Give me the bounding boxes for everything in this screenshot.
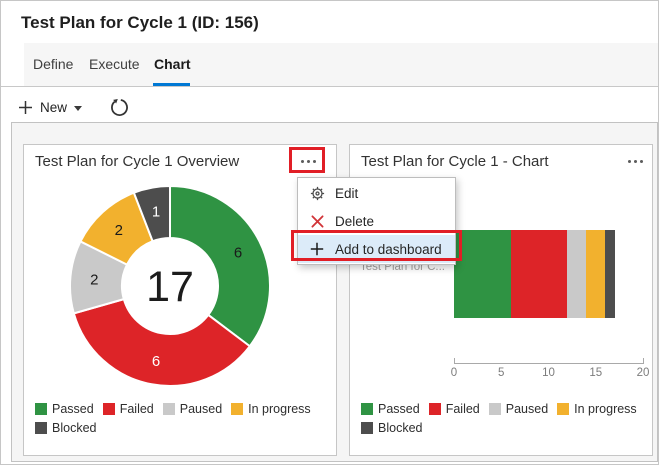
slice-value-label: 6 — [234, 244, 242, 261]
legend-item-blocked: Blocked — [361, 421, 422, 435]
axis-tick — [454, 358, 455, 364]
menu-item-label: Edit — [335, 185, 359, 201]
chart-card-overview: Test Plan for Cycle 1 Overview 6 6 2 2 1 17 P… — [23, 144, 337, 456]
new-button-label: New — [40, 99, 68, 115]
active-tab-underline — [153, 83, 190, 86]
legend-swatch — [102, 403, 115, 415]
slice-value-label: 1 — [152, 204, 160, 221]
bar-segment-blocked — [605, 230, 615, 318]
axis-tick — [643, 358, 644, 364]
page-title: Test Plan for Cycle 1 (ID: 156) — [21, 13, 259, 32]
more-horizontal-icon — [300, 159, 304, 163]
content-panel: Test Plan for Cycle 1 Overview 6 6 2 2 1 17 P… — [11, 122, 658, 462]
more-options-button[interactable] — [620, 148, 650, 174]
new-button[interactable]: New — [17, 94, 83, 120]
x-axis-tick-label: 15 — [589, 367, 603, 379]
more-horizontal-icon — [627, 159, 631, 163]
menu-item-edit[interactable]: Edit — [298, 179, 455, 207]
bar-segment-failed — [510, 230, 568, 318]
x-axis-tick-label: 0 — [450, 367, 458, 379]
legend-swatch — [35, 422, 47, 434]
legend-label: In progress — [248, 402, 311, 416]
donut-slice-failed — [72, 297, 252, 387]
legend-item-passed: Passed — [35, 402, 94, 416]
gear-icon — [309, 186, 325, 201]
menu-item-label: Add to dashboard — [335, 241, 442, 257]
x-icon — [309, 214, 325, 228]
chart-card-title: Test Plan for Cycle 1 - Chart — [361, 153, 549, 170]
tab-execute[interactable]: Execute — [89, 56, 140, 72]
x-axis-line — [454, 363, 644, 364]
stacked-bar — [454, 230, 643, 318]
legend-label: Passed — [52, 402, 94, 416]
legend-item-failed: Failed — [428, 402, 480, 416]
tab-bar: Define Execute Chart — [24, 43, 658, 86]
context-menu: Edit Delete Add to dashboard — [297, 177, 456, 265]
legend-label: Failed — [445, 402, 480, 416]
chevron-down-icon — [74, 105, 83, 111]
chart-card-title: Test Plan for Cycle 1 Overview — [35, 153, 240, 170]
donut-center-total: 17 — [146, 263, 194, 311]
legend-label: Passed — [378, 402, 420, 416]
donut-chart: 6 6 2 2 1 17 — [69, 184, 271, 387]
donut-slice-blocked — [132, 184, 171, 243]
bar-segment-paused — [567, 230, 587, 318]
chart-legend: Passed Failed Paused In progress Blocked — [35, 402, 333, 435]
legend-swatch — [488, 403, 501, 415]
legend-swatch — [361, 422, 373, 434]
legend-swatch — [557, 403, 570, 415]
menu-item-label: Delete — [335, 213, 375, 229]
x-axis-tick-label: 10 — [542, 367, 555, 379]
legend-item-in-progress: In progress — [231, 402, 311, 416]
legend-item-paused: Paused — [488, 402, 549, 416]
x-axis-tick-label: 20 — [636, 367, 650, 379]
divider — [1, 86, 658, 87]
legend-label: Failed — [119, 402, 154, 416]
plus-icon — [309, 242, 325, 256]
tab-chart[interactable]: Chart — [154, 56, 191, 72]
refresh-button[interactable] — [109, 97, 131, 119]
donut-slice-passed — [169, 184, 271, 348]
bar-segment-in-progress — [586, 230, 606, 318]
legend-swatch — [361, 403, 373, 415]
legend-item-passed: Passed — [361, 402, 420, 416]
menu-item-add-to-dashboard[interactable]: Add to dashboard — [298, 235, 455, 263]
slice-value-label: 2 — [115, 222, 123, 239]
menu-item-delete[interactable]: Delete — [298, 207, 455, 235]
legend-item-blocked: Blocked — [35, 421, 96, 435]
chart-legend: Passed Failed Paused In progress Blocked — [361, 402, 658, 435]
refresh-icon — [109, 98, 130, 122]
legend-label: Blocked — [378, 421, 423, 435]
legend-swatch — [231, 403, 244, 415]
tab-define[interactable]: Define — [33, 56, 74, 72]
legend-item-paused: Paused — [162, 402, 223, 416]
legend-label: Paused — [179, 402, 223, 416]
x-axis-tick-labels: 0 5 10 15 20 — [450, 367, 650, 381]
legend-label: Blocked — [52, 421, 97, 435]
more-options-button[interactable] — [290, 148, 326, 174]
legend-swatch — [35, 403, 47, 415]
legend-swatch — [162, 403, 175, 415]
legend-item-failed: Failed — [102, 402, 154, 416]
legend-label: Paused — [505, 402, 549, 416]
legend-label: In progress — [574, 402, 637, 416]
slice-value-label: 2 — [90, 271, 98, 288]
x-axis-tick-label: 5 — [498, 367, 505, 379]
plus-icon — [17, 100, 33, 115]
slice-value-label: 6 — [152, 353, 160, 370]
legend-swatch — [428, 403, 441, 415]
legend-item-in-progress: In progress — [557, 402, 637, 416]
bar-segment-passed — [454, 230, 511, 318]
